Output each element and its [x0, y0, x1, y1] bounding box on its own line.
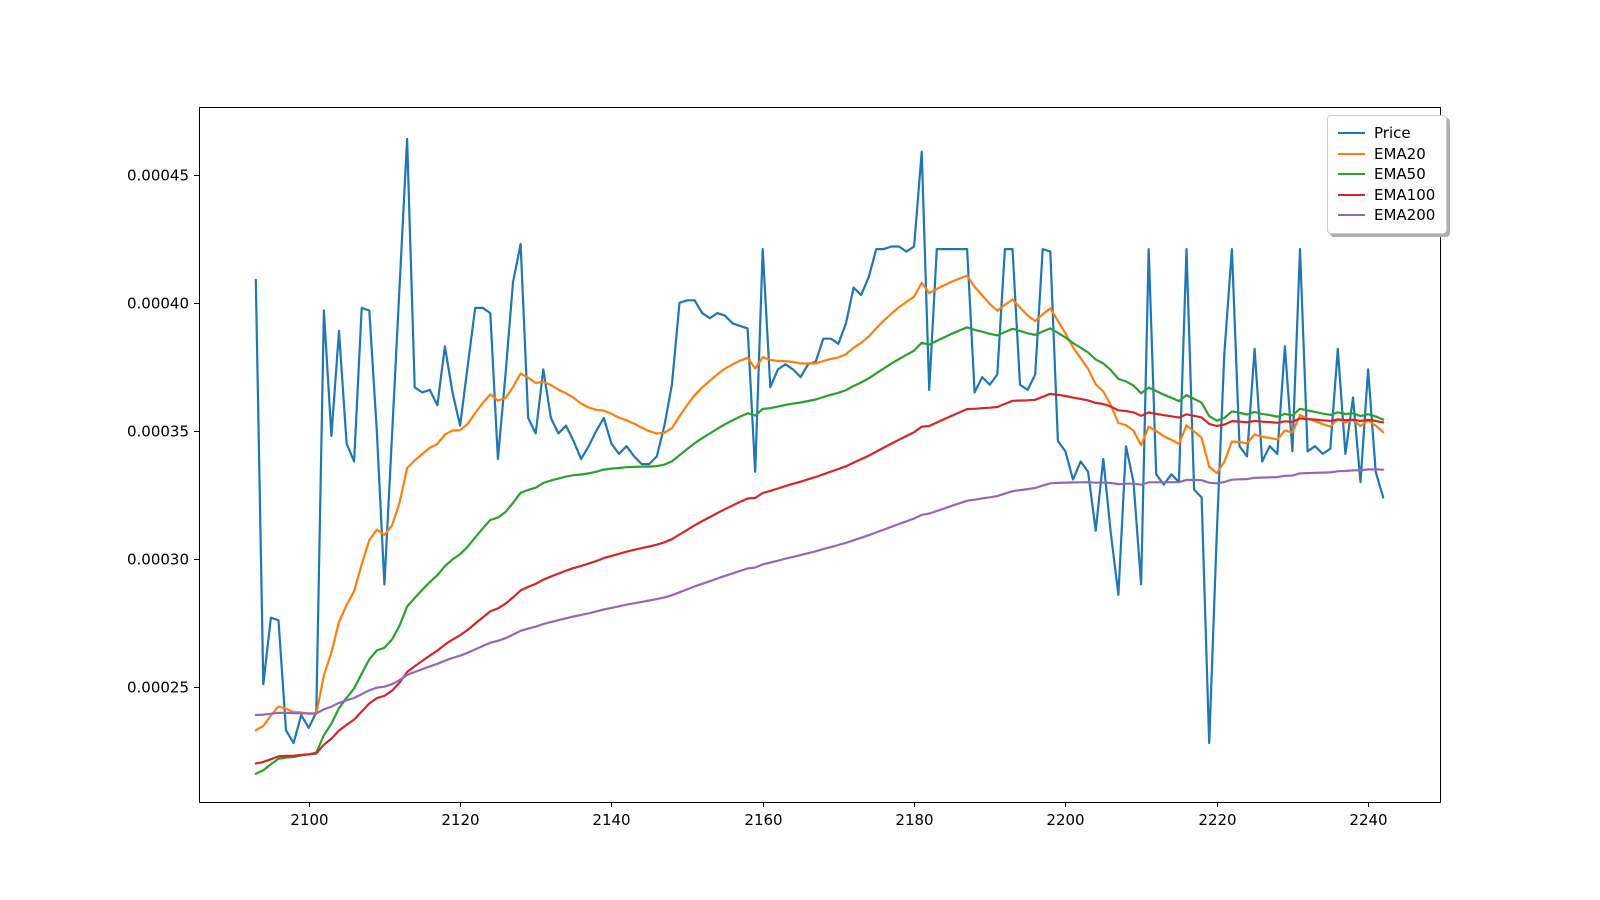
legend-line-swatch: [1338, 173, 1365, 176]
legend-line-swatch: [1338, 152, 1365, 155]
series-line-price: [254, 137, 1385, 745]
legend-item-ema200: EMA200: [1338, 205, 1435, 226]
legend: Price EMA20 EMA50 EMA100 EMA200: [1327, 115, 1448, 234]
y-tick-label: 0.00035: [127, 423, 189, 441]
x-tick-label: 2160: [744, 811, 782, 829]
legend-line-swatch: [1338, 193, 1365, 196]
y-tick-label: 0.00045: [127, 167, 189, 185]
legend-label: EMA200: [1374, 206, 1436, 225]
x-tick-label: 2100: [290, 811, 328, 829]
legend-label: Price: [1374, 124, 1411, 143]
legend-item-price: Price: [1338, 123, 1435, 144]
legend-label: EMA100: [1374, 185, 1436, 204]
y-tick-label: 0.00025: [127, 679, 189, 697]
x-tick-label: 2220: [1198, 811, 1236, 829]
legend-line-swatch: [1338, 132, 1365, 135]
legend-item-ema50: EMA50: [1338, 164, 1435, 185]
series-line-ema50: [254, 326, 1385, 775]
legend-item-ema100: EMA100: [1338, 185, 1435, 206]
x-tick-label: 2180: [895, 811, 933, 829]
legend-label: EMA50: [1374, 165, 1426, 184]
x-tick-label: 2200: [1046, 811, 1084, 829]
y-tick-label: 0.00030: [127, 551, 189, 569]
x-tick-label: 2120: [441, 811, 479, 829]
plot-frame: [199, 107, 1441, 803]
series-line-ema100: [254, 392, 1385, 765]
y-tick-label: 0.00040: [127, 295, 189, 313]
series-line-ema20: [254, 274, 1385, 732]
legend-line-swatch: [1338, 214, 1365, 217]
legend-item-ema20: EMA20: [1338, 144, 1435, 165]
series-line-ema200: [254, 468, 1385, 717]
x-tick-label: 2240: [1349, 811, 1387, 829]
legend-label: EMA20: [1374, 144, 1426, 163]
x-tick-label: 2140: [592, 811, 630, 829]
